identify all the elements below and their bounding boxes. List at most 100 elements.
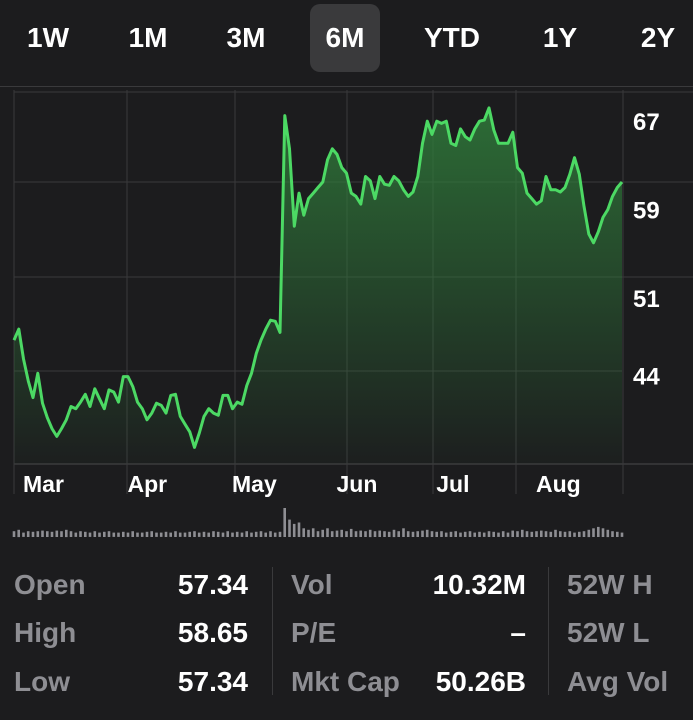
volume-bar bbox=[193, 531, 196, 537]
volume-bar bbox=[307, 529, 310, 538]
tab-1w[interactable]: 1W bbox=[27, 22, 69, 53]
volume-bar bbox=[459, 532, 462, 537]
volume-bar bbox=[411, 531, 415, 537]
volume-bar bbox=[587, 529, 591, 538]
volume-bar bbox=[316, 531, 320, 537]
volume-bar bbox=[216, 531, 220, 537]
tab-ytd[interactable]: YTD bbox=[424, 22, 480, 53]
volume-bar bbox=[473, 532, 476, 537]
volume-bar bbox=[359, 530, 362, 537]
volume-bar bbox=[559, 531, 562, 537]
price-line bbox=[12, 106, 624, 449]
volume-bar bbox=[12, 531, 16, 537]
volume-bar bbox=[278, 531, 282, 537]
volume-bar bbox=[46, 531, 49, 537]
price-chart[interactable]: 67 59 51 44 Mar Apr May Jun Jul Aug bbox=[0, 86, 693, 551]
volume-bar bbox=[383, 531, 386, 537]
volume-bar bbox=[155, 532, 158, 537]
volume-bar bbox=[368, 529, 372, 538]
volume-bar bbox=[122, 531, 125, 537]
volume-bar bbox=[250, 532, 253, 537]
volume-bar bbox=[240, 532, 244, 537]
volume-bar bbox=[492, 531, 495, 537]
volume-bar bbox=[364, 531, 367, 537]
volume-bar bbox=[544, 531, 548, 537]
volume-bar bbox=[449, 531, 453, 537]
volume-bar bbox=[311, 528, 315, 537]
volume-bar bbox=[140, 532, 144, 537]
volume-bar bbox=[136, 532, 139, 537]
y-tick-label: 51 bbox=[633, 286, 660, 313]
tab-1m[interactable]: 1M bbox=[128, 22, 168, 53]
volume-bar bbox=[525, 531, 529, 537]
x-axis: Mar Apr May Jun Jul Aug bbox=[23, 471, 581, 497]
volume-bar bbox=[354, 531, 358, 537]
volume-bar bbox=[98, 532, 101, 537]
volume-bar bbox=[22, 532, 25, 537]
volume-bar bbox=[397, 531, 400, 537]
price-area bbox=[14, 107, 622, 465]
volume-bar bbox=[468, 531, 472, 537]
volume-bar bbox=[425, 529, 429, 538]
volume-bar bbox=[26, 531, 30, 537]
volume-bar bbox=[478, 531, 481, 537]
tab-3m[interactable]: 3M bbox=[226, 22, 266, 53]
volume-bar bbox=[283, 508, 286, 537]
volume-bar bbox=[302, 528, 305, 537]
volume-bar bbox=[497, 532, 500, 537]
volume-bar bbox=[373, 531, 377, 537]
tab-6m[interactable]: 6M bbox=[310, 4, 380, 72]
volume-bar bbox=[79, 531, 82, 537]
x-tick-label: Mar bbox=[23, 471, 64, 497]
volume-bar bbox=[178, 532, 182, 537]
volume-bar bbox=[17, 529, 20, 538]
volume-bar bbox=[349, 528, 353, 537]
stats-divider bbox=[272, 567, 273, 695]
volume-bar bbox=[292, 523, 296, 537]
stat-label-pe: P/E bbox=[291, 617, 337, 648]
stat-value-mkt-cap: 50.26B bbox=[435, 666, 526, 697]
volume-bar bbox=[183, 532, 187, 537]
stats-divider bbox=[548, 567, 549, 695]
stat-label-open: Open bbox=[14, 569, 86, 600]
volume-bar bbox=[88, 532, 92, 537]
x-tick-label: Jul bbox=[436, 471, 469, 497]
volume-bar bbox=[326, 528, 329, 537]
stat-label-52w-high: 52W H bbox=[567, 569, 653, 600]
volume-bar bbox=[226, 531, 229, 537]
stat-label-vol: Vol bbox=[291, 569, 333, 600]
volume-bar bbox=[202, 531, 206, 537]
volume-bar bbox=[107, 531, 111, 537]
volume-bar bbox=[340, 529, 343, 538]
volume-bar bbox=[421, 530, 424, 537]
x-tick-label: May bbox=[232, 471, 277, 497]
volume-bar bbox=[578, 531, 581, 537]
volume-bar bbox=[402, 528, 405, 537]
volume-bar bbox=[41, 530, 44, 537]
volume-bar bbox=[169, 532, 172, 537]
stat-label-52w-low: 52W L bbox=[567, 617, 650, 648]
volume-bar bbox=[521, 529, 524, 538]
volume-bar bbox=[65, 529, 68, 538]
volume-bar bbox=[597, 526, 600, 537]
volume-bar bbox=[416, 531, 419, 537]
volume-bar bbox=[440, 531, 443, 537]
volume-bar bbox=[516, 531, 519, 537]
volume-bar bbox=[60, 531, 63, 537]
volume-bar bbox=[387, 531, 391, 537]
volume-bar bbox=[174, 531, 177, 537]
volume-bar bbox=[159, 532, 163, 537]
volume-bar bbox=[482, 532, 486, 537]
tabs-divider bbox=[0, 86, 693, 87]
volume-bar bbox=[392, 529, 396, 538]
volume-bar bbox=[611, 531, 614, 537]
tab-2y[interactable]: 2Y bbox=[640, 22, 676, 53]
volume-bar bbox=[463, 531, 467, 537]
volume-bar bbox=[535, 531, 538, 537]
stat-value-high: 58.65 bbox=[177, 617, 248, 648]
tab-1y[interactable]: 1Y bbox=[542, 22, 578, 53]
volume-bar bbox=[454, 531, 457, 537]
volume-bar bbox=[335, 530, 339, 537]
volume-bar bbox=[444, 532, 448, 537]
volume-bar bbox=[145, 531, 149, 537]
